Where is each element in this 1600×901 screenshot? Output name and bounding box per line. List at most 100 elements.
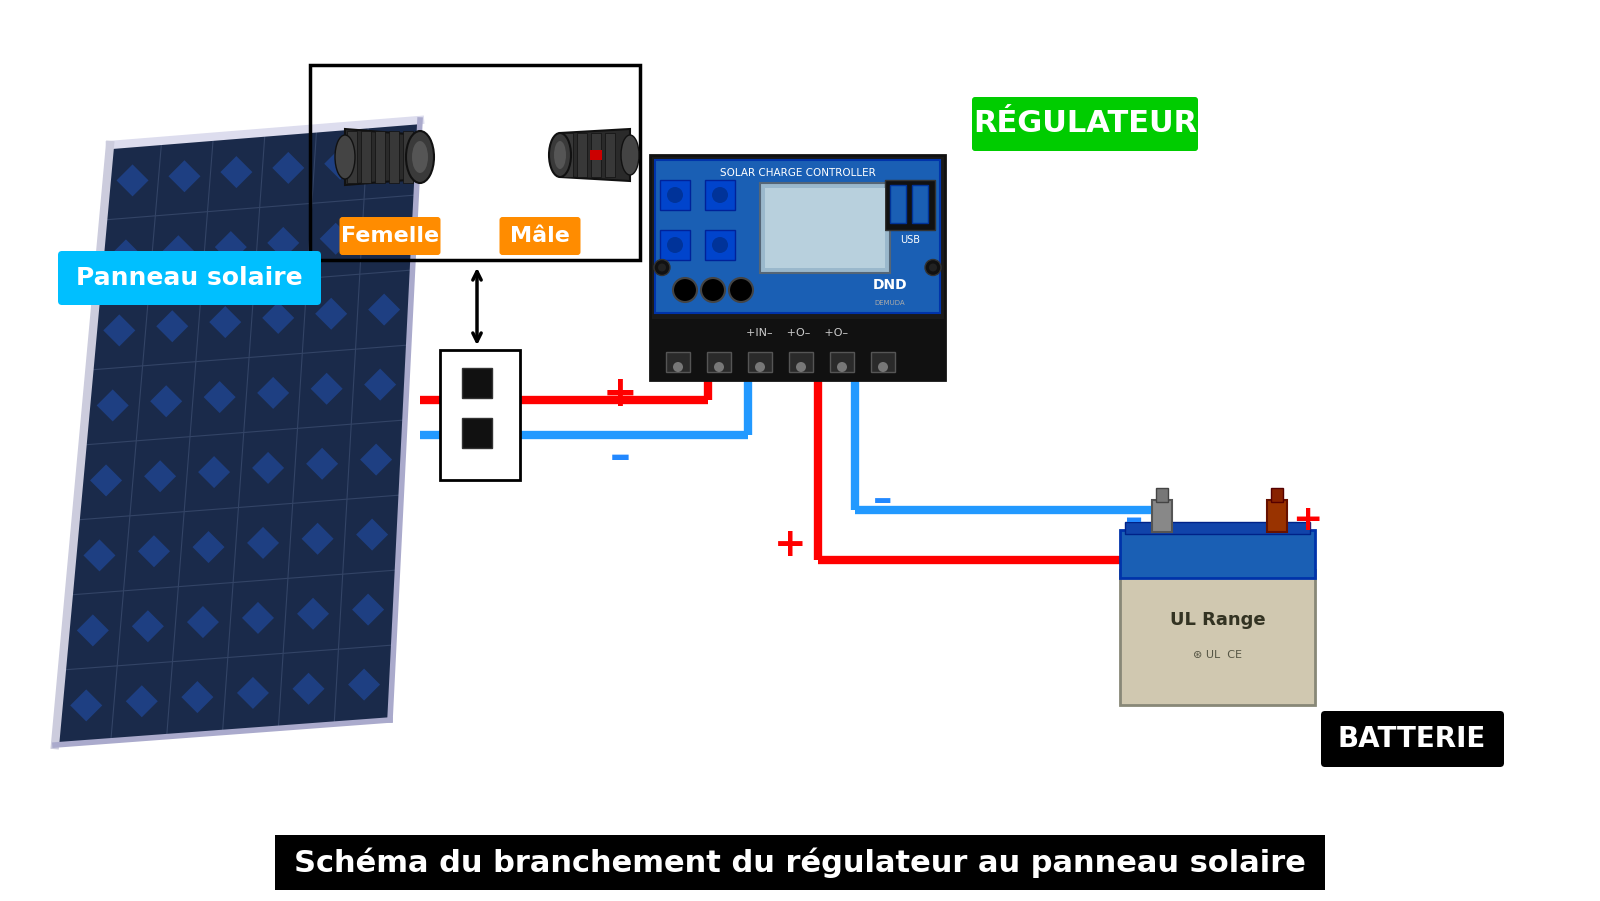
Polygon shape xyxy=(293,673,325,705)
Polygon shape xyxy=(83,540,115,571)
Polygon shape xyxy=(162,235,194,268)
FancyBboxPatch shape xyxy=(58,251,322,305)
Bar xyxy=(650,319,946,380)
Text: UL Range: UL Range xyxy=(1170,611,1266,629)
Bar xyxy=(760,183,890,273)
Polygon shape xyxy=(96,389,128,422)
Text: –: – xyxy=(610,436,630,478)
Polygon shape xyxy=(376,143,408,176)
Polygon shape xyxy=(117,164,149,196)
Bar xyxy=(362,131,371,183)
Text: SOLAR CHARGE CONTROLLER: SOLAR CHARGE CONTROLLER xyxy=(720,168,875,178)
Polygon shape xyxy=(298,597,330,630)
Bar xyxy=(563,133,573,177)
Bar xyxy=(661,230,690,260)
Bar xyxy=(310,65,640,260)
FancyBboxPatch shape xyxy=(973,97,1198,151)
Bar xyxy=(749,352,771,372)
Polygon shape xyxy=(237,677,269,709)
Bar xyxy=(765,188,885,268)
Polygon shape xyxy=(258,377,290,409)
Bar xyxy=(374,131,386,183)
Circle shape xyxy=(712,237,728,253)
Polygon shape xyxy=(368,294,400,325)
Polygon shape xyxy=(272,152,304,184)
Bar xyxy=(590,133,602,177)
FancyBboxPatch shape xyxy=(339,217,440,255)
Circle shape xyxy=(837,362,846,372)
Text: DND: DND xyxy=(872,278,907,292)
Polygon shape xyxy=(346,129,419,185)
Text: +IN–    +O–    +O–: +IN– +O– +O– xyxy=(747,328,848,338)
Polygon shape xyxy=(187,606,219,638)
Bar xyxy=(1152,500,1171,532)
Circle shape xyxy=(667,237,683,253)
Polygon shape xyxy=(320,223,352,255)
Polygon shape xyxy=(352,594,384,625)
Circle shape xyxy=(667,187,683,203)
Bar xyxy=(885,180,934,230)
Ellipse shape xyxy=(554,141,566,169)
Bar xyxy=(1125,522,1310,534)
Polygon shape xyxy=(54,120,419,745)
Polygon shape xyxy=(90,464,122,496)
Polygon shape xyxy=(210,306,242,338)
Polygon shape xyxy=(310,373,342,405)
Polygon shape xyxy=(181,681,213,713)
Polygon shape xyxy=(365,369,397,401)
Bar xyxy=(403,131,413,183)
Bar xyxy=(890,185,906,223)
Bar xyxy=(706,230,734,260)
Text: +: + xyxy=(1291,503,1322,537)
Bar xyxy=(578,133,587,177)
Bar xyxy=(654,160,941,313)
Text: Panneau solaire: Panneau solaire xyxy=(77,266,302,290)
Polygon shape xyxy=(131,610,163,642)
Bar xyxy=(462,368,493,398)
Circle shape xyxy=(712,187,728,203)
Bar xyxy=(789,352,813,372)
Bar xyxy=(389,131,398,183)
Polygon shape xyxy=(242,602,274,634)
Text: Mâle: Mâle xyxy=(510,226,570,246)
Ellipse shape xyxy=(334,135,355,179)
Polygon shape xyxy=(214,231,246,263)
Polygon shape xyxy=(203,381,235,413)
Polygon shape xyxy=(221,156,253,188)
Bar xyxy=(666,352,690,372)
Text: +: + xyxy=(774,526,806,564)
Polygon shape xyxy=(325,148,357,180)
Bar xyxy=(707,352,731,372)
Polygon shape xyxy=(373,219,405,250)
Polygon shape xyxy=(144,460,176,492)
Bar xyxy=(1120,570,1315,705)
Bar xyxy=(1270,488,1283,502)
Ellipse shape xyxy=(406,131,434,183)
Polygon shape xyxy=(70,689,102,722)
Polygon shape xyxy=(138,535,170,568)
Polygon shape xyxy=(349,669,381,701)
Polygon shape xyxy=(267,227,299,259)
Circle shape xyxy=(701,278,725,302)
Circle shape xyxy=(755,362,765,372)
Polygon shape xyxy=(301,523,333,555)
Text: BATTERIE: BATTERIE xyxy=(1338,725,1486,753)
Bar xyxy=(605,133,614,177)
Ellipse shape xyxy=(413,141,429,173)
Bar xyxy=(1155,488,1168,502)
Bar xyxy=(661,180,690,210)
Circle shape xyxy=(674,362,683,372)
Bar xyxy=(1267,500,1286,532)
Polygon shape xyxy=(192,531,224,563)
FancyBboxPatch shape xyxy=(1322,711,1504,767)
Text: +: + xyxy=(603,373,637,415)
Bar xyxy=(870,352,894,372)
Polygon shape xyxy=(357,519,389,551)
FancyBboxPatch shape xyxy=(499,217,581,255)
Polygon shape xyxy=(110,240,142,271)
Polygon shape xyxy=(126,686,158,717)
Ellipse shape xyxy=(549,133,571,177)
Bar xyxy=(830,352,854,372)
Polygon shape xyxy=(262,302,294,334)
Bar xyxy=(650,155,946,380)
